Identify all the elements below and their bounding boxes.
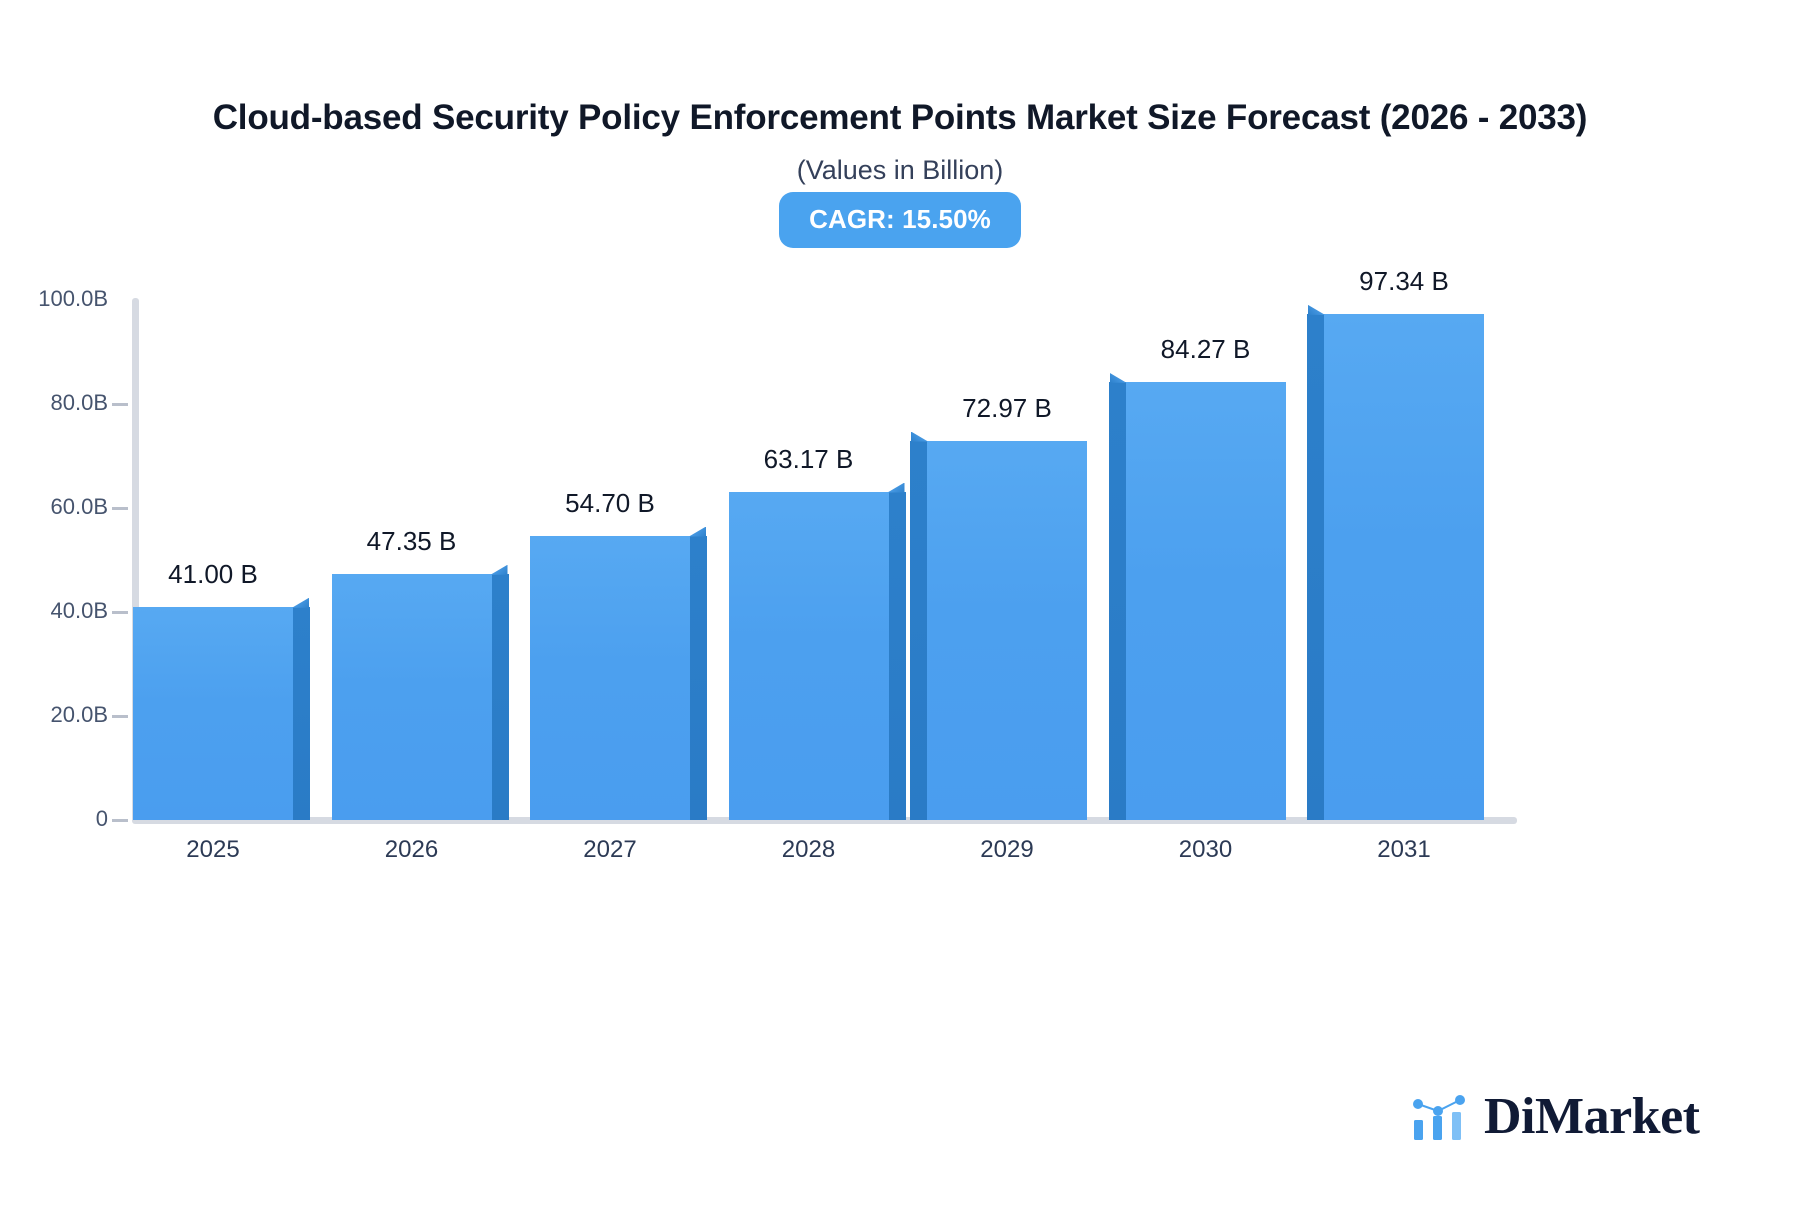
brand-logo: DiMarket — [1412, 1088, 1700, 1145]
bar-side-panel — [1307, 313, 1324, 820]
bar-face — [530, 535, 690, 820]
y-axis-label: 80.0B — [50, 390, 109, 415]
bar-2029[interactable] — [910, 431, 1087, 820]
y-axis-label: 40.0B — [50, 598, 109, 623]
bar-face — [927, 440, 1087, 820]
bar-top-bevel — [887, 482, 905, 493]
bar-value-label-2030: 84.27 B — [1160, 333, 1251, 364]
bar-2031[interactable] — [1307, 304, 1484, 820]
x-axis-label-2031: 2031 — [1377, 836, 1431, 863]
bar-face — [1125, 381, 1286, 820]
cagr-badge-wrapper: CAGR: 15.50% — [0, 191, 1800, 248]
bar-2026[interactable] — [331, 564, 509, 820]
bar-side-panel — [293, 606, 310, 820]
bar-value-label-2031: 97.34 B — [1359, 265, 1449, 296]
bar-value-label-2027: 54.70 B — [565, 487, 655, 518]
bar-2027[interactable] — [530, 526, 707, 820]
bar-top-bevel — [689, 526, 706, 537]
page-title: Cloud-based Security Policy Enforcement … — [212, 98, 1588, 137]
bar-top-bevel — [292, 597, 309, 608]
x-axis-label-2027: 2027 — [583, 836, 637, 863]
bar-side-panel — [491, 573, 509, 820]
x-axis-label-2028: 2028 — [781, 836, 836, 863]
bar-chart-dots-icon — [1413, 1094, 1465, 1140]
bar-top-bevel — [490, 564, 508, 575]
x-axis-label-2030: 2030 — [1178, 836, 1233, 863]
x-axis-line — [132, 817, 1517, 824]
bar-face — [1324, 313, 1484, 820]
bar-value-label-2029: 72.97 B — [962, 392, 1052, 423]
y-axis-tick-mark — [112, 611, 128, 614]
bar-value-label-2026: 47.35 B — [366, 525, 457, 556]
chart-header: Cloud-based Security Policy Enforcement … — [0, 0, 1800, 248]
y-axis-label: 20.0B — [50, 702, 109, 727]
bar-2030[interactable] — [1108, 372, 1286, 820]
bar-face — [331, 573, 492, 820]
x-axis-label-2029: 2029 — [980, 836, 1034, 863]
bar-top-bevel — [1109, 372, 1127, 383]
bar-2028[interactable] — [728, 482, 906, 820]
bar-side-panel — [1108, 381, 1126, 820]
bar-side-panel — [690, 535, 707, 820]
chart-subtitle: (Values in Billion) — [796, 154, 1004, 185]
bar-2025[interactable] — [133, 597, 310, 820]
bar-side-panel — [910, 440, 927, 820]
bar-side-panel — [888, 491, 906, 820]
x-axis-label-2026: 2026 — [384, 836, 439, 863]
y-axis-label: 100.0B — [38, 286, 108, 311]
y-axis-tick-mark — [112, 715, 128, 718]
bar-face — [133, 606, 293, 820]
bar-top-bevel — [911, 431, 928, 442]
bar-face — [728, 491, 889, 820]
y-axis-tick-mark — [112, 507, 128, 510]
cagr-badge: CAGR: 15.50% — [779, 191, 1021, 248]
y-axis-tick-mark — [112, 819, 128, 822]
y-axis-tick-mark — [112, 403, 128, 406]
brand-name: DiMarket — [1484, 1088, 1700, 1145]
bar-value-label-2025: 41.00 B — [168, 558, 258, 589]
x-axis-label-2025: 2025 — [186, 836, 240, 863]
bar-top-bevel — [1308, 304, 1325, 315]
bar-value-label-2028: 63.17 B — [763, 443, 854, 474]
y-axis-label: 0 — [95, 806, 108, 831]
y-axis-line — [132, 298, 139, 822]
y-axis-label: 60.0B — [50, 494, 109, 519]
